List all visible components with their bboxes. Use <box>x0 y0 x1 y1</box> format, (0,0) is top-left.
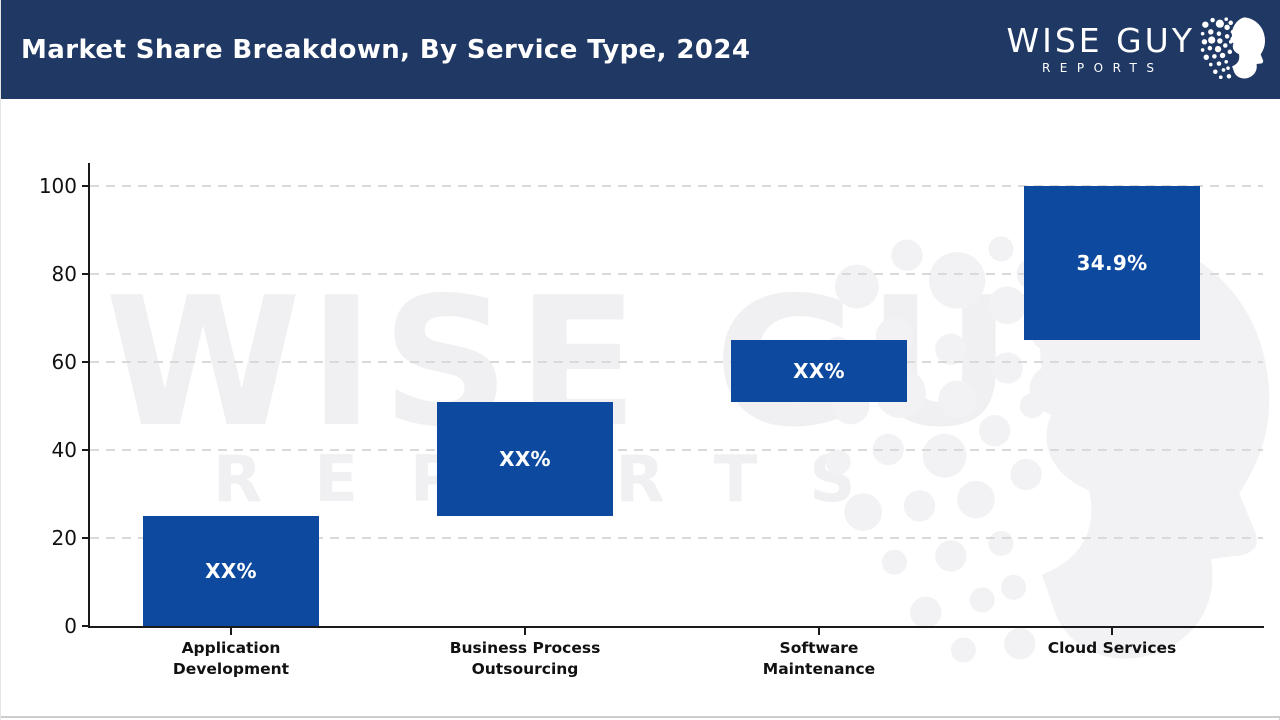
y-tick-label: 20 <box>51 526 77 550</box>
y-tick-mark <box>82 537 89 539</box>
logo-subtext: REPORTS <box>1041 61 1164 75</box>
y-axis-line <box>88 163 90 628</box>
x-tick-mark <box>524 628 526 635</box>
chart-bar: 34.9% <box>1024 186 1200 340</box>
y-tick-mark <box>82 361 89 363</box>
x-tick-label: Application Development <box>172 639 290 679</box>
y-tick-label: 0 <box>64 614 77 638</box>
header-bar: Market Share Breakdown, By Service Type,… <box>1 0 1280 99</box>
x-tick-mark <box>1111 628 1113 635</box>
bar-value-label: XX% <box>793 358 845 383</box>
gridline <box>90 273 1263 275</box>
gridline <box>90 361 1263 363</box>
x-axis-line <box>88 626 1264 628</box>
y-tick-mark <box>82 625 89 627</box>
y-tick-label: 40 <box>51 438 77 462</box>
x-tick-label: Cloud Services <box>1047 639 1177 657</box>
gridline <box>90 185 1263 187</box>
logo-wordmark-block: WISE GUY REPORTS <box>1006 24 1195 75</box>
chart-canvas: WISE GUY REPORTS 020406080100XX%XX%XX%34… <box>1 99 1280 718</box>
y-tick-mark <box>82 449 89 451</box>
y-tick-label: 80 <box>51 262 77 286</box>
gridline <box>90 537 1263 539</box>
face-profile-dots-icon <box>1199 11 1267 89</box>
page-title: Market Share Breakdown, By Service Type,… <box>21 34 751 65</box>
logo-wordmark: WISE GUY <box>1006 21 1195 60</box>
x-tick-label: Software Maintenance <box>762 639 876 679</box>
bar-value-label: XX% <box>499 446 551 471</box>
y-tick-mark <box>82 185 89 187</box>
x-tick-mark <box>230 628 232 635</box>
y-tick-mark <box>82 273 89 275</box>
chart-bar: XX% <box>731 339 907 402</box>
bar-value-label: XX% <box>205 558 257 583</box>
chart-bar: XX% <box>437 401 613 516</box>
y-tick-label: 100 <box>38 174 77 198</box>
wise-guy-logo: WISE GUY REPORTS <box>1006 11 1280 89</box>
chart-bar: XX% <box>143 515 319 626</box>
gridline <box>90 449 1263 451</box>
x-tick-mark <box>818 628 820 635</box>
x-tick-label: Business Process Outsourcing <box>449 639 601 679</box>
bar-value-label: 34.9% <box>1076 250 1148 275</box>
y-tick-label: 60 <box>51 350 77 374</box>
bottom-border-line <box>1 716 1280 718</box>
